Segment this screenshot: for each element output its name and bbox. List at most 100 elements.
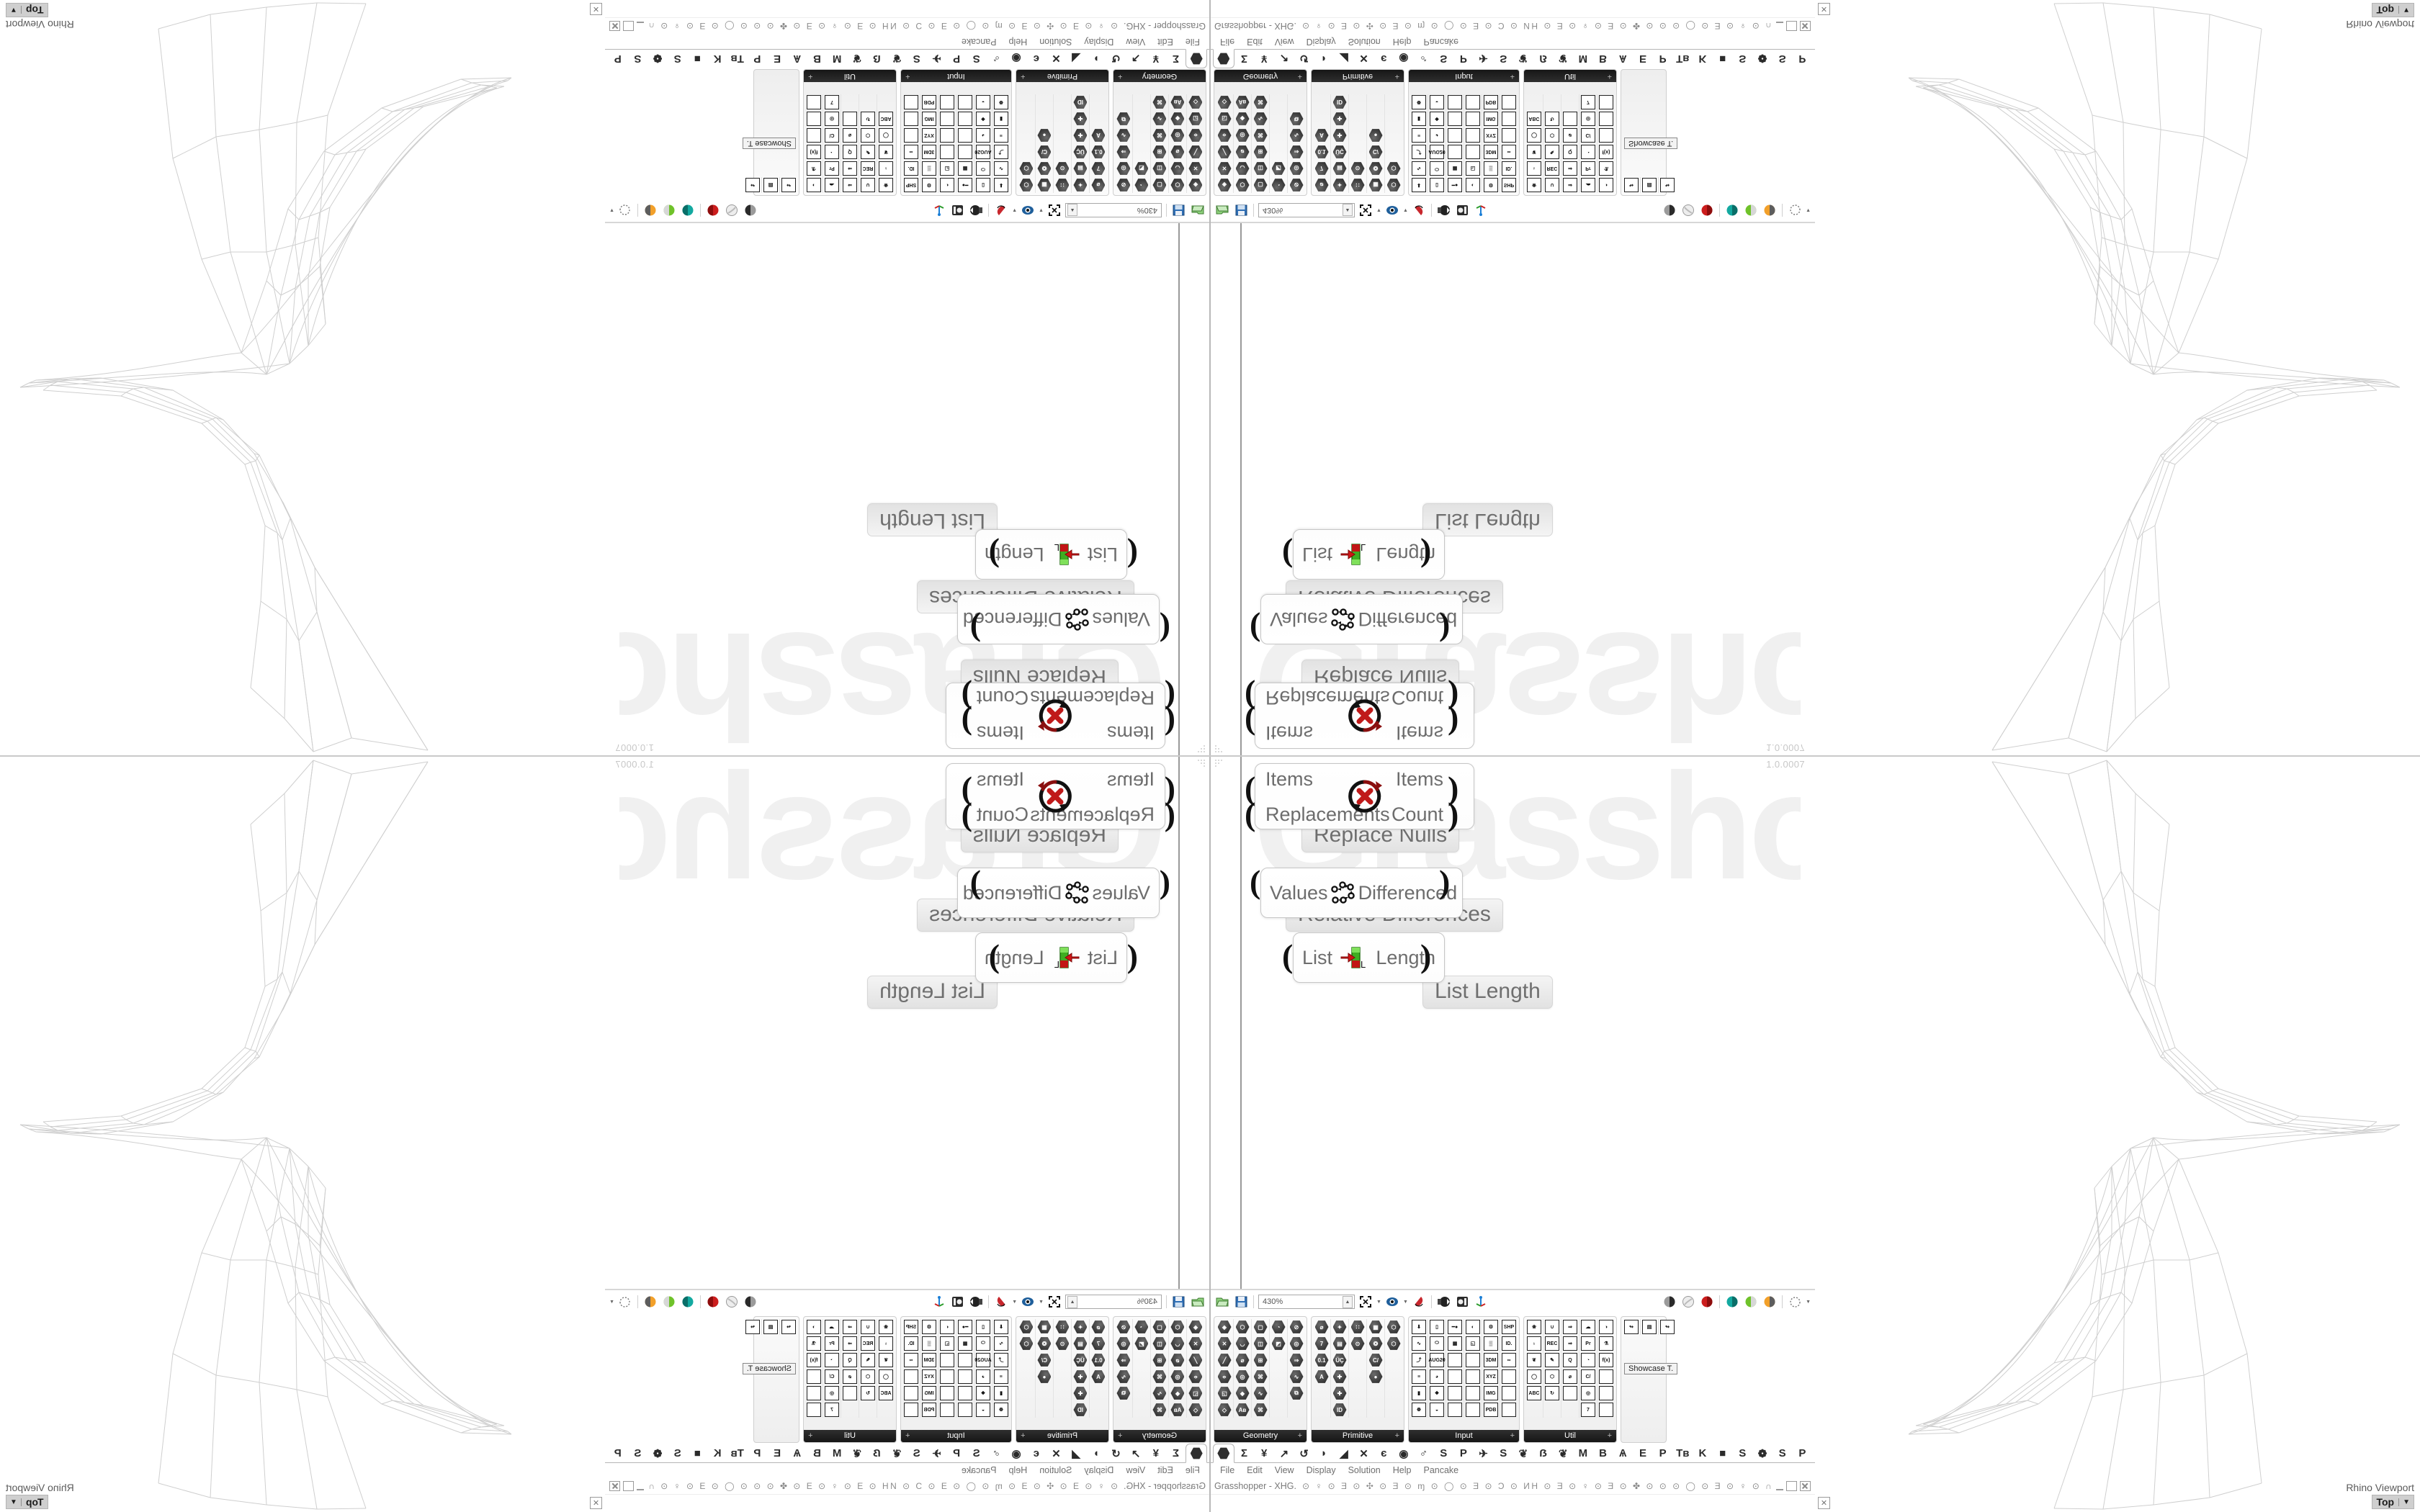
params-tab[interactable] xyxy=(1213,1444,1234,1463)
menu-item-pancake[interactable]: Pancake xyxy=(961,1465,997,1475)
e-tab[interactable]: E xyxy=(767,1444,787,1462)
component-button-icon[interactable]: ✕ xyxy=(1216,161,1232,176)
sphere-grey-icon[interactable] xyxy=(743,203,758,217)
component-button-icon[interactable]: ⊞ xyxy=(1152,144,1168,160)
component-button-icon[interactable]: ╱ xyxy=(1216,144,1232,160)
component-button-icon[interactable]: ⌘ xyxy=(1152,1369,1168,1385)
owl-tab[interactable]: Ѧ xyxy=(787,1444,807,1462)
component-button-icon[interactable]: ⊙ xyxy=(1350,1336,1366,1351)
component-button-icon[interactable]: ▢ xyxy=(1252,177,1268,193)
component-button-icon[interactable]: ⌀ xyxy=(1234,144,1250,160)
maximize-button[interactable] xyxy=(1786,21,1797,31)
component-button-icon[interactable]: ID. xyxy=(903,161,919,176)
component-button-icon[interactable]: 7 xyxy=(1090,161,1106,176)
component-button-icon[interactable]: ⦵ xyxy=(1188,1369,1204,1385)
axes-icon[interactable] xyxy=(1474,1295,1489,1309)
component-button-icon[interactable]: 7 xyxy=(1580,1402,1596,1418)
dotted-circle-icon[interactable] xyxy=(1787,203,1803,217)
component-button-icon[interactable] xyxy=(842,1385,858,1401)
mesh-tab[interactable]: ◢ xyxy=(1334,50,1354,68)
component-button-icon[interactable]: ◎ xyxy=(1170,1369,1186,1385)
component-button-icon[interactable]: ━● xyxy=(1447,1319,1463,1335)
component-button-icon[interactable]: ◐ xyxy=(1465,177,1481,193)
component-button-icon[interactable]: ◕ xyxy=(1429,1369,1445,1385)
component-button-icon[interactable]: ⌘ xyxy=(1252,127,1268,143)
component-button-icon[interactable]: 0.1 xyxy=(1314,1352,1330,1368)
component-button-icon[interactable]: ⊞ xyxy=(1252,1352,1268,1368)
component-button-icon[interactable]: 3DM xyxy=(921,144,937,160)
component-button-icon[interactable]: ⬡ xyxy=(1386,1336,1402,1351)
component-button-icon[interactable]: ◯ xyxy=(1526,1369,1542,1385)
component-button-icon[interactable]: ⬡ xyxy=(1018,177,1034,193)
component-button-icon[interactable] xyxy=(1447,1352,1463,1368)
component-button-icon[interactable]: ID. xyxy=(903,1336,919,1351)
menu-item-solution[interactable]: Solution xyxy=(1039,1465,1072,1475)
component-button-icon[interactable]: ↻ xyxy=(1544,1385,1560,1401)
rhino-viewport[interactable]: ✕ Rhino Viewport Top ▼ xyxy=(0,756,605,1512)
component-button-icon[interactable]: ◔ xyxy=(1580,144,1596,160)
preview-eye-icon[interactable] xyxy=(1384,1295,1400,1309)
component-button-icon[interactable] xyxy=(1501,111,1517,127)
component-button-icon[interactable]: A xyxy=(1314,1369,1330,1385)
fit-view-icon[interactable] xyxy=(1047,1295,1062,1309)
close-button[interactable] xyxy=(609,1481,620,1491)
showcase-button-icon[interactable]: ↬ xyxy=(1659,177,1675,193)
menu-item-display[interactable]: Display xyxy=(1306,37,1336,47)
sphere-teal-icon[interactable] xyxy=(680,203,696,217)
component-button-icon[interactable] xyxy=(1562,111,1578,127)
component-button-icon[interactable]: C/ xyxy=(1036,1352,1052,1368)
component-button-icon[interactable]: ✚ xyxy=(1332,111,1348,127)
component-button-icon[interactable]: ◎ xyxy=(1116,1336,1131,1351)
ribbon-panel-expand-icon[interactable]: + xyxy=(1394,72,1399,81)
s2-tab[interactable]: S xyxy=(1493,1444,1513,1462)
component-button-icon[interactable]: ▯ xyxy=(975,177,991,193)
component-button-icon[interactable]: ✚ xyxy=(1072,1385,1088,1401)
s4-tab[interactable]: S xyxy=(1773,50,1793,68)
component-button-icon[interactable]: ☸ xyxy=(993,1402,1009,1418)
component-button-icon[interactable]: ⌘ xyxy=(1252,1369,1268,1385)
component-button-icon[interactable]: ◈ xyxy=(1188,1319,1204,1335)
lama-tab[interactable]: ẞ xyxy=(1533,1444,1554,1462)
component-button-icon[interactable]: ◑ xyxy=(1598,1319,1614,1335)
menu-item-display[interactable]: Display xyxy=(1306,1465,1336,1475)
s1-tab[interactable]: S xyxy=(1433,50,1453,68)
widget-icon[interactable] xyxy=(1455,203,1471,217)
component-button-icon[interactable]: A xyxy=(1090,1369,1106,1385)
m-tab[interactable]: M xyxy=(1573,50,1593,68)
mosquito-tab[interactable]: ✈ xyxy=(927,50,947,68)
component-button-icon[interactable]: ⬡ xyxy=(1018,1319,1034,1335)
component-button-icon[interactable]: ∞ xyxy=(903,1352,919,1368)
replace-nulls-component[interactable]: Items Items Replacements Count xyxy=(946,763,1165,829)
green-tab[interactable]: ❁ xyxy=(1752,1444,1773,1462)
component-button-icon[interactable]: ◡ xyxy=(1170,1336,1186,1351)
sets-tab[interactable]: ¥ xyxy=(1254,1444,1274,1462)
sphere-teal-icon[interactable] xyxy=(1724,1295,1740,1309)
component-button-icon[interactable]: 0.1 xyxy=(1090,1352,1106,1368)
green-tab[interactable]: ❁ xyxy=(647,50,668,68)
component-button-icon[interactable]: ⬡ xyxy=(860,1369,876,1385)
component-button-icon[interactable]: ⬇ xyxy=(993,1319,1009,1335)
component-button-icon[interactable] xyxy=(903,1369,919,1385)
viewport-view-dropdown[interactable]: Top ▼ xyxy=(6,3,48,17)
component-button-icon[interactable] xyxy=(903,111,919,127)
component-button-icon[interactable]: ⬡ xyxy=(1386,161,1402,176)
bake-icon[interactable] xyxy=(968,1295,984,1309)
vector-tab[interactable]: ↗ xyxy=(1126,50,1146,68)
ribbon-panel-expand-icon[interactable]: + xyxy=(1607,1431,1612,1440)
component-button-icon[interactable]: ❦ xyxy=(878,1352,894,1368)
component-button-icon[interactable]: ◯ xyxy=(878,1369,894,1385)
component-button-icon[interactable]: SHP xyxy=(1501,177,1517,193)
component-button-icon[interactable]: ◩ xyxy=(1134,161,1150,176)
component-button-icon[interactable]: XYZ xyxy=(921,1369,937,1385)
sphere-red-icon[interactable] xyxy=(705,1295,721,1309)
s1-tab[interactable]: S xyxy=(967,50,987,68)
component-button-icon[interactable]: ▦ xyxy=(1368,1319,1384,1335)
blue-tab[interactable]: ■ xyxy=(688,1444,708,1462)
component-button-icon[interactable]: ⊘ xyxy=(1289,177,1304,193)
component-button-icon[interactable]: ☸ xyxy=(1411,1402,1427,1418)
component-button-icon[interactable]: ≡ xyxy=(1411,1369,1427,1385)
component-button-icon[interactable]: ▮ xyxy=(993,1385,1009,1401)
component-button-icon[interactable] xyxy=(1501,1385,1517,1401)
component-button-icon[interactable]: ▢ xyxy=(1152,1319,1168,1335)
menu-item-edit[interactable]: Edit xyxy=(1247,37,1263,47)
